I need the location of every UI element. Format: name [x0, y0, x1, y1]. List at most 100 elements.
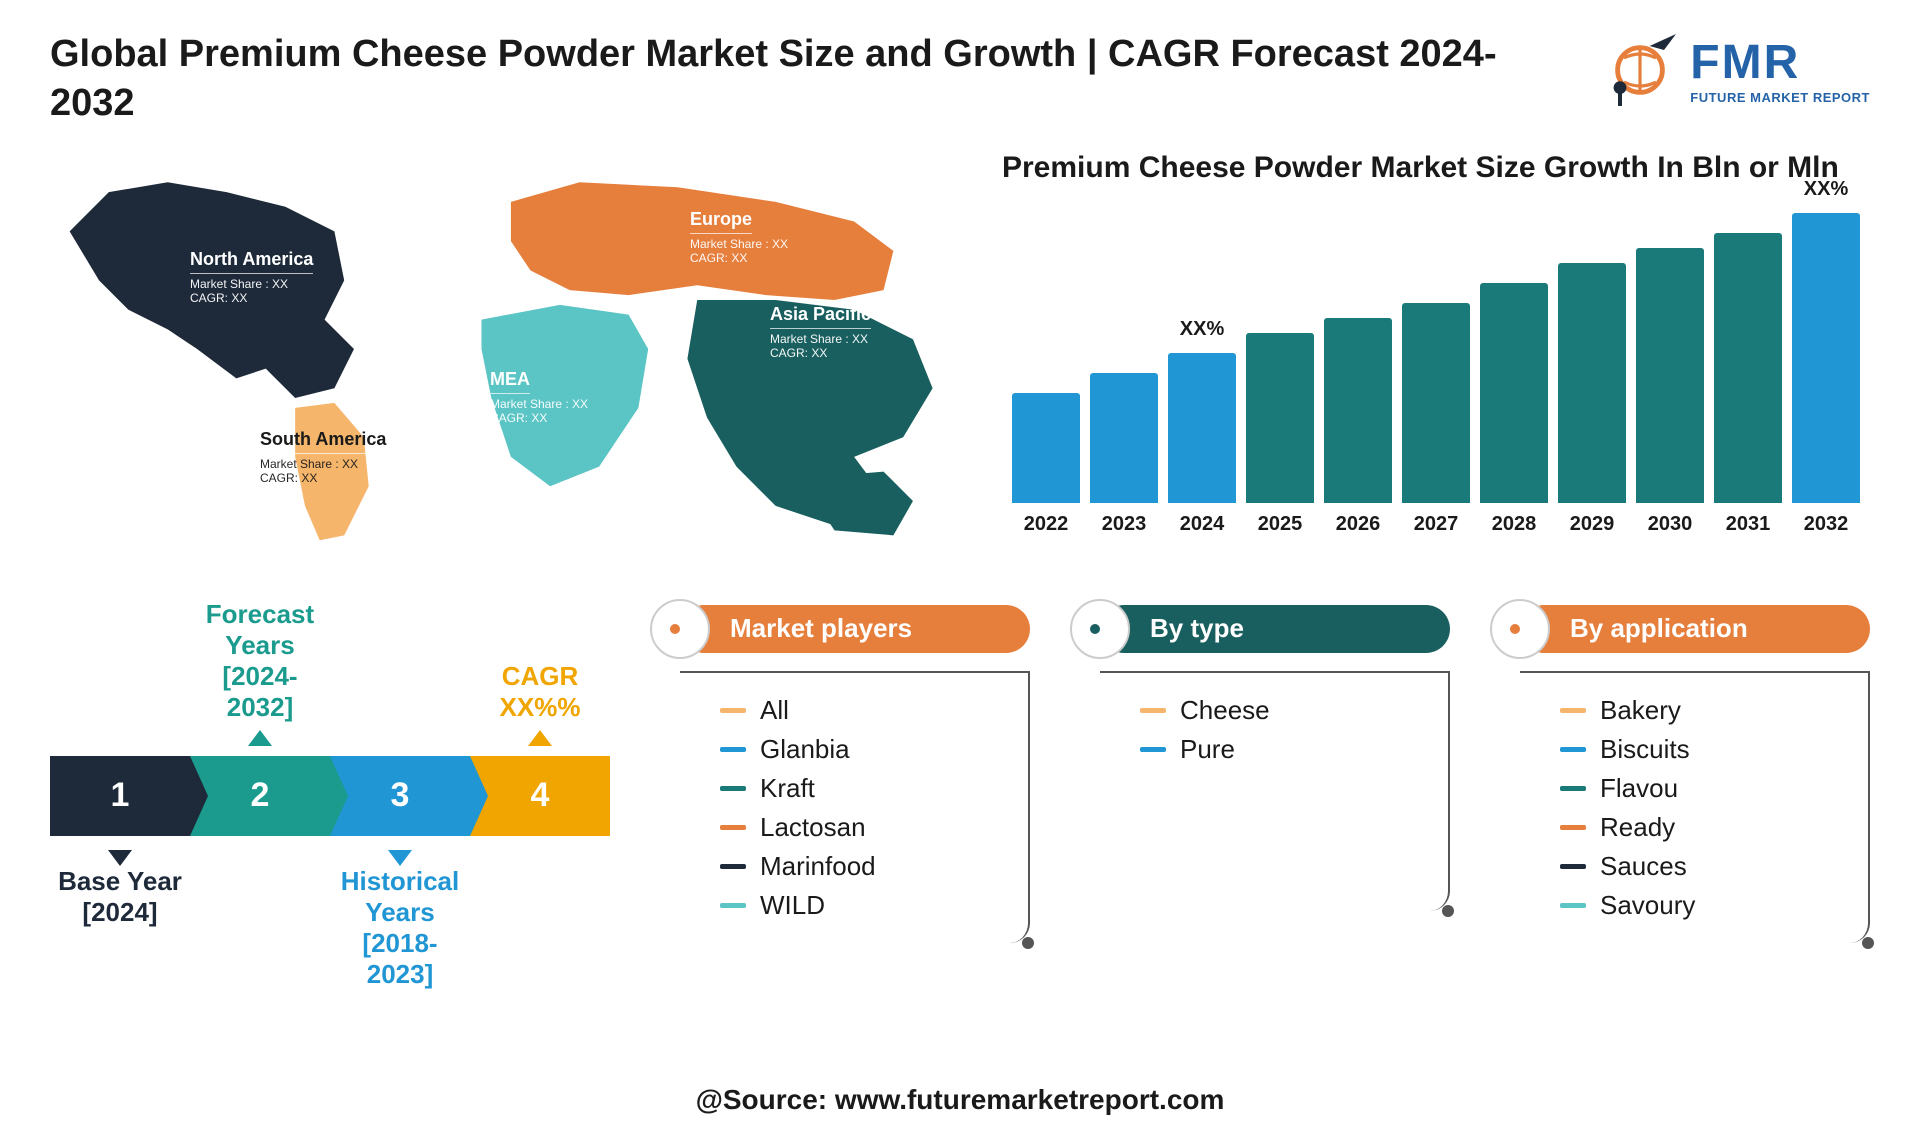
- bar-chart-section: Premium Cheese Powder Market Size Growth…: [1002, 149, 1870, 549]
- bar: [1402, 303, 1470, 503]
- bar-col-2027: 2027: [1402, 303, 1470, 536]
- category-title-pill: By type: [1100, 605, 1450, 653]
- bar-year-label: 2026: [1336, 513, 1381, 536]
- bar-year-label: 2030: [1648, 513, 1693, 536]
- category-item-label: WILD: [760, 890, 825, 921]
- timeline-seg-4: 4: [470, 756, 610, 836]
- bar-year-label: 2024: [1180, 513, 1225, 536]
- footer-source: @Source: www.futuremarketreport.com: [0, 1084, 1920, 1116]
- category-item-label: Lactosan: [760, 812, 866, 843]
- category-item: Cheese: [1140, 695, 1448, 726]
- arrow-down-icon: [388, 850, 412, 866]
- category-list: CheesePure: [1100, 671, 1450, 911]
- arrow-up-icon: [528, 730, 552, 746]
- bar: [1714, 233, 1782, 503]
- color-dash-icon: [720, 903, 746, 908]
- category-item-label: Glanbia: [760, 734, 850, 765]
- category-title-pill: Market players: [680, 605, 1030, 653]
- bar: [1090, 373, 1158, 503]
- category-item: Biscuits: [1560, 734, 1868, 765]
- timeline-seg-3: 3: [330, 756, 470, 836]
- bar-col-2030: 2030: [1636, 248, 1704, 536]
- timeline-seg-2: 2: [190, 756, 330, 836]
- category-item-label: Bakery: [1600, 695, 1681, 726]
- bar-year-label: 2032: [1804, 513, 1849, 536]
- category-item-label: Kraft: [760, 773, 815, 804]
- color-dash-icon: [1560, 903, 1586, 908]
- bar-chart: 20222023XX%20242025202620272028202920302…: [1002, 206, 1870, 536]
- bar-year-label: 2025: [1258, 513, 1303, 536]
- region-australia: [815, 471, 913, 535]
- region-label-ap: Asia PacificMarket Share : XXCAGR: XX: [770, 304, 871, 360]
- color-dash-icon: [720, 786, 746, 791]
- category-header: By application: [1490, 599, 1870, 659]
- timeline-seg-1: 1: [50, 756, 190, 836]
- category-item: Ready: [1560, 812, 1868, 843]
- bar: [1012, 393, 1080, 503]
- category-item: Bakery: [1560, 695, 1868, 726]
- category-item: Marinfood: [720, 851, 1028, 882]
- arrow-down-icon: [108, 850, 132, 866]
- category-item: All: [720, 695, 1028, 726]
- bar-col-2029: 2029: [1558, 263, 1626, 536]
- color-dash-icon: [1140, 708, 1166, 713]
- color-dash-icon: [1560, 864, 1586, 869]
- header: Global Premium Cheese Powder Market Size…: [50, 30, 1870, 129]
- bar: [1792, 213, 1860, 503]
- category-item-label: All: [760, 695, 789, 726]
- globe-icon: [1600, 30, 1680, 110]
- bar-col-2031: 2031: [1714, 233, 1782, 536]
- region-label-sa: South AmericaMarket Share : XXCAGR: XX: [260, 429, 386, 485]
- forecast-label: Forecast Years [2024-2032]: [190, 599, 330, 746]
- bar: [1480, 283, 1548, 503]
- category-list: All Glanbia Kraft Lactosan Marinfood WILD: [680, 671, 1030, 943]
- bar-col-2032: XX%2032: [1792, 213, 1860, 536]
- arrow-up-icon: [248, 730, 272, 746]
- timeline-section: Forecast Years [2024-2032] CAGR XX%% 1 2…: [50, 599, 610, 991]
- color-dash-icon: [720, 864, 746, 869]
- region-label-eu: EuropeMarket Share : XXCAGR: XX: [690, 209, 788, 265]
- category-item: Sauces: [1560, 851, 1868, 882]
- category-item-label: Cheese: [1180, 695, 1270, 726]
- chart-title: Premium Cheese Powder Market Size Growth…: [1002, 149, 1870, 187]
- color-dash-icon: [1560, 747, 1586, 752]
- bar: [1636, 248, 1704, 503]
- color-dash-icon: [720, 708, 746, 713]
- bar: [1246, 333, 1314, 503]
- base-year-label: Base Year [2024]: [50, 844, 190, 991]
- bar: [1558, 263, 1626, 503]
- page-title: Global Premium Cheese Powder Market Size…: [50, 30, 1550, 129]
- category-item: Flavou: [1560, 773, 1868, 804]
- bar-col-2028: 2028: [1480, 283, 1548, 536]
- bar: [1168, 353, 1236, 503]
- category-header: By type: [1070, 599, 1450, 659]
- category-item-label: Savoury: [1600, 890, 1695, 921]
- color-dash-icon: [1560, 786, 1586, 791]
- bar-col-2025: 2025: [1246, 333, 1314, 536]
- category-header: Market players: [650, 599, 1030, 659]
- bar-year-label: 2022: [1024, 513, 1069, 536]
- category-item-label: Biscuits: [1600, 734, 1690, 765]
- category-item-label: Marinfood: [760, 851, 876, 882]
- bar-col-2024: XX%2024: [1168, 353, 1236, 536]
- category-item: Glanbia: [720, 734, 1028, 765]
- logo: FMR FUTURE MARKET REPORT: [1600, 30, 1870, 110]
- historical-label: Historical Years [2018-2023]: [330, 844, 470, 991]
- category-item-label: Sauces: [1600, 851, 1687, 882]
- cagr-label: CAGR XX%%: [470, 661, 610, 745]
- bar-year-label: 2027: [1414, 513, 1459, 536]
- color-dash-icon: [720, 747, 746, 752]
- category-item: Kraft: [720, 773, 1028, 804]
- bar-year-label: 2029: [1570, 513, 1615, 536]
- bullet-icon: [650, 599, 710, 659]
- bar-year-label: 2031: [1726, 513, 1771, 536]
- bar-year-label: 2028: [1492, 513, 1537, 536]
- category-list: Bakery Biscuits Flavou Ready Sauces Savoury: [1520, 671, 1870, 943]
- categories-section: Market players All Glanbia Kraft Lactosan Ma…: [650, 599, 1870, 943]
- bar-col-2022: 2022: [1012, 393, 1080, 536]
- category-column: Market players All Glanbia Kraft Lactosan Ma…: [650, 599, 1030, 943]
- bullet-icon: [1490, 599, 1550, 659]
- bar-annotation: XX%: [1180, 318, 1224, 341]
- logo-subtitle: FUTURE MARKET REPORT: [1690, 90, 1870, 105]
- category-title-pill: By application: [1520, 605, 1870, 653]
